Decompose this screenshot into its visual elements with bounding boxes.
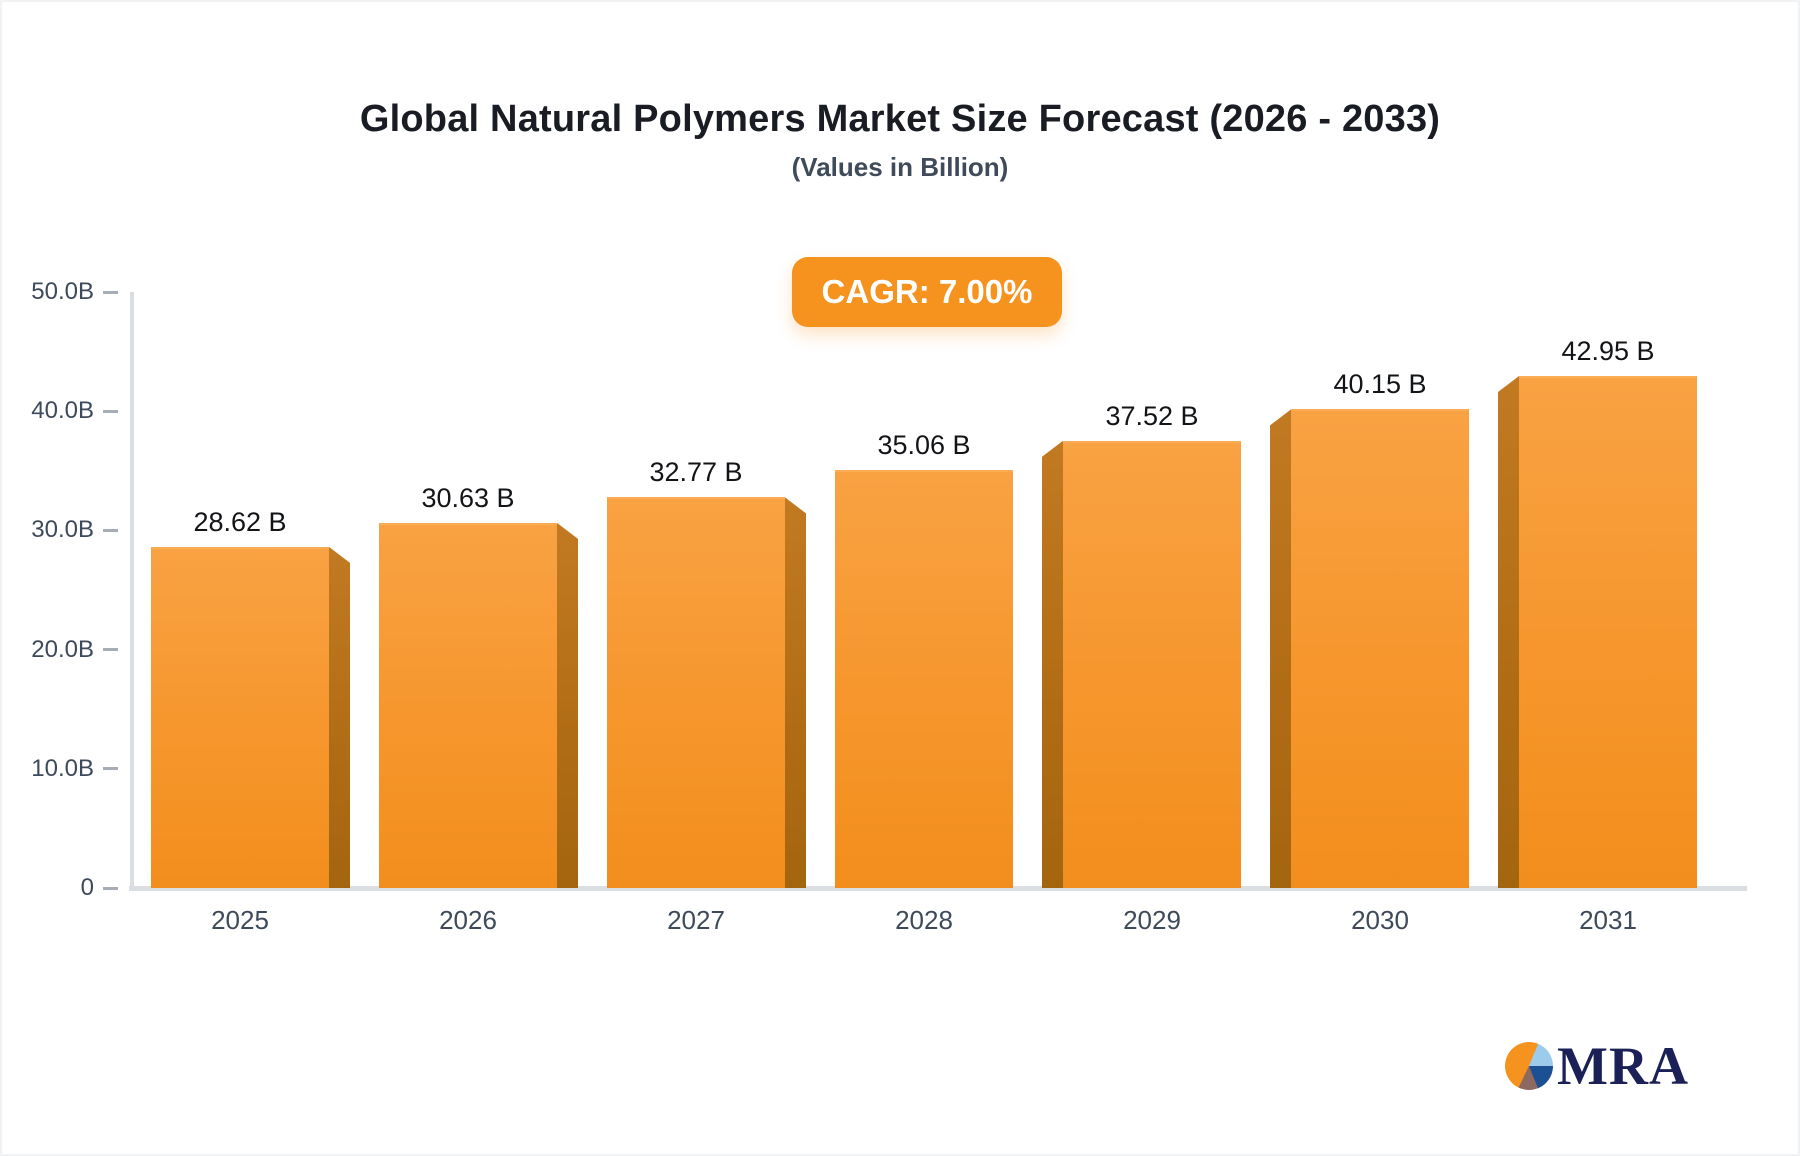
y-axis-line — [130, 292, 134, 888]
bar-value-label-2027: 32.77 B — [649, 457, 743, 488]
x-axis-label-2026: 2026 — [439, 905, 497, 935]
x-axis-label-2031: 2031 — [1579, 905, 1637, 935]
bar-value-label-2025: 28.62 B — [193, 506, 287, 537]
x-axis-baseline — [129, 886, 1747, 891]
bar-value-label-2026: 30.63 B — [421, 482, 515, 513]
bar-2028 — [835, 470, 1013, 888]
mra-logo: MRA — [1505, 1036, 1689, 1096]
chart-subtitle: (Values in Billion) — [791, 152, 1009, 182]
bar-value-label-2031: 42.95 B — [1561, 336, 1655, 367]
bar-2029-side-face — [1042, 440, 1063, 888]
bar-2027 — [607, 497, 785, 888]
bar-2029 — [1063, 440, 1241, 888]
y-tick-label: 50.0B — [31, 278, 94, 305]
bar-2031-side-face — [1498, 376, 1519, 888]
cagr-badge-label: CAGR: 7.00% — [821, 273, 1033, 310]
y-tick-label: 30.0B — [31, 516, 94, 544]
y-tick-label: 10.0B — [31, 754, 94, 782]
bar-2031 — [1519, 376, 1697, 888]
cagr-badge: CAGR: 7.00% — [792, 257, 1062, 327]
x-axis-label-2030: 2030 — [1351, 905, 1409, 935]
y-tick-mark — [103, 886, 118, 890]
bar-2026-side-face — [557, 522, 578, 888]
x-axis-label-2025: 2025 — [211, 905, 269, 935]
y-tick-mark — [103, 409, 118, 413]
logo-text: MRA — [1557, 1036, 1689, 1096]
bar-value-label-2029: 37.52 B — [1105, 400, 1199, 431]
bar-2027-side-face — [785, 497, 806, 888]
x-axis-label-2029: 2029 — [1123, 905, 1181, 935]
chart-title: Global Natural Polymers Market Size Fore… — [359, 98, 1441, 140]
y-tick-mark — [103, 290, 118, 294]
y-tick-mark — [103, 528, 118, 532]
pie-chart-logo-icon — [1505, 1042, 1553, 1090]
bar-2026 — [379, 522, 557, 888]
y-tick-mark — [103, 767, 118, 771]
y-tick-mark — [103, 648, 118, 652]
y-tick-label: 0 — [80, 874, 94, 901]
bar-2030-side-face — [1270, 409, 1291, 888]
x-axis-label-2027: 2027 — [667, 905, 725, 935]
bar-2030 — [1291, 409, 1469, 888]
bar-2025-side-face — [329, 546, 350, 888]
bar-value-label-2030: 40.15 B — [1333, 369, 1427, 400]
bar-value-label-2028: 35.06 B — [877, 430, 971, 461]
bar-2025 — [151, 546, 329, 888]
y-tick-label: 40.0B — [31, 397, 94, 425]
x-axis-label-2028: 2028 — [895, 905, 953, 935]
y-tick-label: 20.0B — [31, 635, 94, 663]
